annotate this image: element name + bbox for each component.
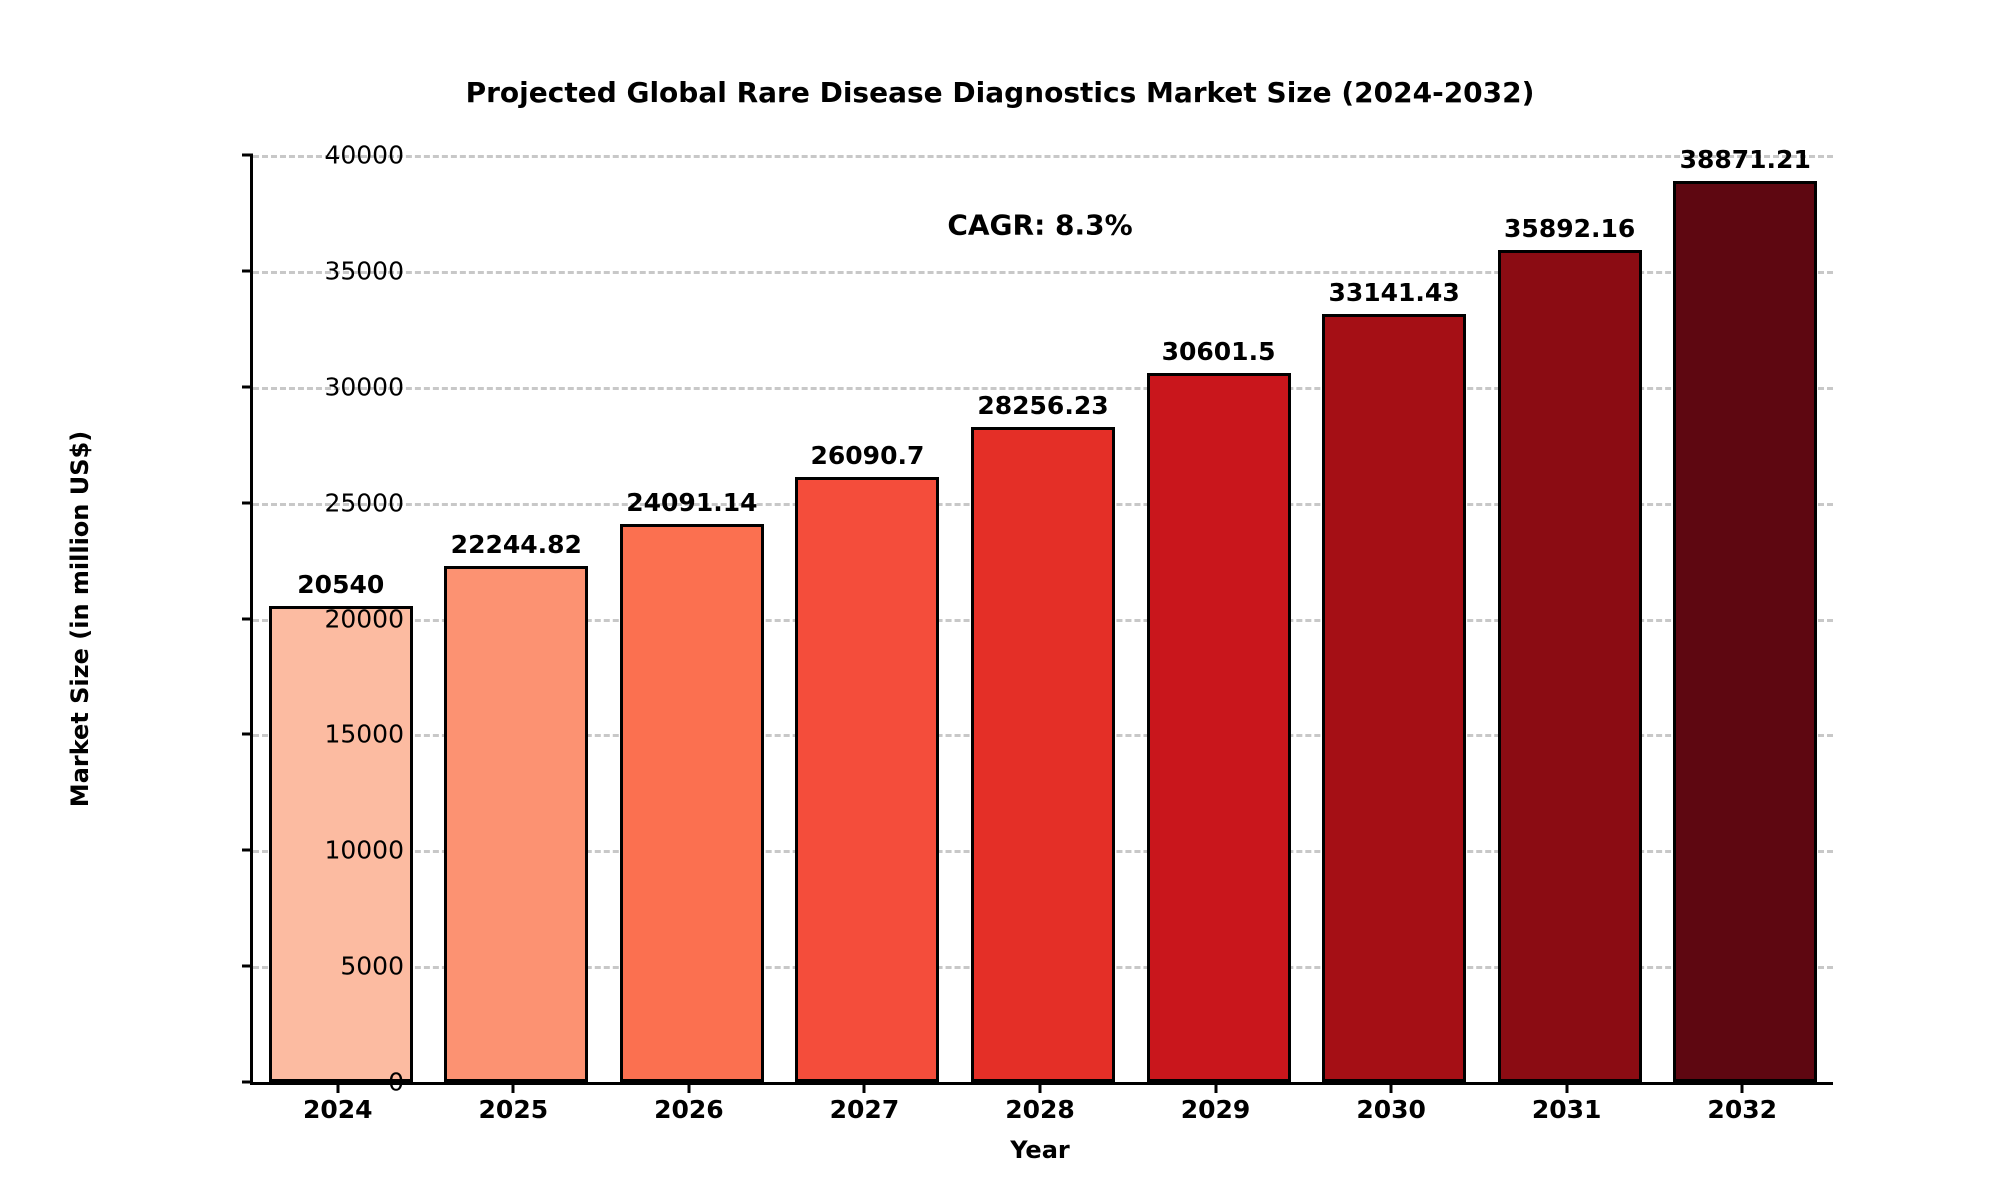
y-axis-tick-mark — [242, 501, 253, 505]
bar-2030[interactable]: 33141.43 — [1322, 278, 1467, 1082]
bar-value-label: 33141.43 — [1328, 277, 1460, 307]
x-axis-tick-label-2026: 2026 — [654, 1095, 724, 1124]
bar-2028[interactable]: 28256.23 — [971, 391, 1115, 1082]
y-axis-tick-label: 40000 — [324, 140, 404, 170]
y-axis-tick-mark — [242, 617, 253, 620]
x-axis-tick-label-2029: 2029 — [1180, 1095, 1251, 1124]
x-axis-tick-label-2027: 2027 — [829, 1095, 900, 1124]
bar-value-label: 35892.16 — [1504, 214, 1636, 244]
x-axis-tick-label-2032: 2032 — [1707, 1095, 1778, 1124]
y-axis-title: Market Size (in million US$) — [60, 155, 100, 1082]
bar-2024[interactable]: 20540 — [268, 570, 413, 1082]
plot-area: 20540 22244.82 24091.14 26090.7 28256.23 3060… — [242, 145, 1833, 1085]
bar-2027[interactable]: 26090.7 — [795, 441, 940, 1082]
plot-inner: 20540 22244.82 24091.14 26090.7 28256.23 3060… — [242, 145, 1833, 1084]
x-axis-tick-label-2030: 2030 — [1356, 1095, 1426, 1124]
y-axis-tick-mark — [242, 1080, 253, 1084]
bar-value-label: 38871.21 — [1679, 145, 1811, 175]
x-axis-tick-mark — [511, 1082, 515, 1093]
bar-value-label: 26090.7 — [810, 441, 925, 471]
x-axis-tick-label-2031: 2031 — [1531, 1095, 1602, 1124]
bar-value-label: 30601.5 — [1161, 336, 1276, 366]
y-axis-tick-label: 5000 — [340, 951, 404, 981]
x-axis-tick-label-2024: 2024 — [302, 1095, 373, 1124]
y-axis-tick-label: 0 — [388, 1067, 404, 1097]
bar-value-label: 28256.23 — [977, 391, 1109, 421]
x-axis-tick-label-2025: 2025 — [478, 1095, 549, 1124]
y-axis-title-text: Market Size (in million US$) — [66, 430, 94, 807]
y-axis-tick-label: 30000 — [324, 372, 404, 402]
x-axis-tick-mark — [1214, 1082, 1218, 1093]
x-axis-title: Year — [1010, 1136, 1070, 1164]
y-axis-tick-label: 10000 — [324, 835, 404, 865]
y-axis-tick-label: 35000 — [324, 256, 404, 286]
y-axis-tick-mark — [242, 732, 253, 736]
gridline — [253, 270, 1833, 274]
x-axis-tick-label-2028: 2028 — [1005, 1095, 1075, 1124]
bar-value-label: 24091.14 — [626, 487, 758, 517]
x-axis-tick-mark — [1038, 1082, 1042, 1093]
x-axis-tick-mark — [1389, 1082, 1393, 1093]
gridline — [253, 155, 1833, 158]
y-axis-tick-label: 15000 — [324, 719, 404, 749]
bar-2032[interactable]: 38871.21 — [1673, 145, 1818, 1082]
bar-2025[interactable]: 22244.82 — [444, 530, 589, 1082]
bar-value-label: 22244.82 — [450, 530, 582, 560]
bar-value-label: 20540 — [297, 570, 385, 599]
y-axis-tick-mark — [242, 385, 253, 389]
x-axis-tick-mark — [862, 1082, 866, 1093]
y-axis-tick-mark — [242, 153, 253, 157]
y-axis-tick-mark — [242, 964, 253, 968]
bar-2031[interactable]: 35892.16 — [1497, 214, 1642, 1082]
x-axis-tick-mark — [687, 1082, 691, 1093]
bar-2026[interactable]: 24091.14 — [619, 488, 764, 1082]
x-axis-tick-mark — [1565, 1082, 1569, 1093]
x-axis-tick-mark — [1740, 1082, 1744, 1093]
cagr-annotation: CAGR: 8.3% — [947, 208, 1133, 242]
y-axis-tick-mark — [242, 848, 253, 852]
gridline — [253, 386, 1833, 390]
bar-2029[interactable]: 30601.5 — [1146, 337, 1291, 1082]
x-axis-tick-mark — [336, 1082, 340, 1093]
y-axis-tick-label: 25000 — [324, 488, 404, 518]
y-axis-tick-label: 20000 — [324, 604, 404, 633]
chart-title: Projected Global Rare Disease Diagnostic… — [465, 76, 1535, 109]
y-axis-tick-mark — [242, 269, 253, 273]
